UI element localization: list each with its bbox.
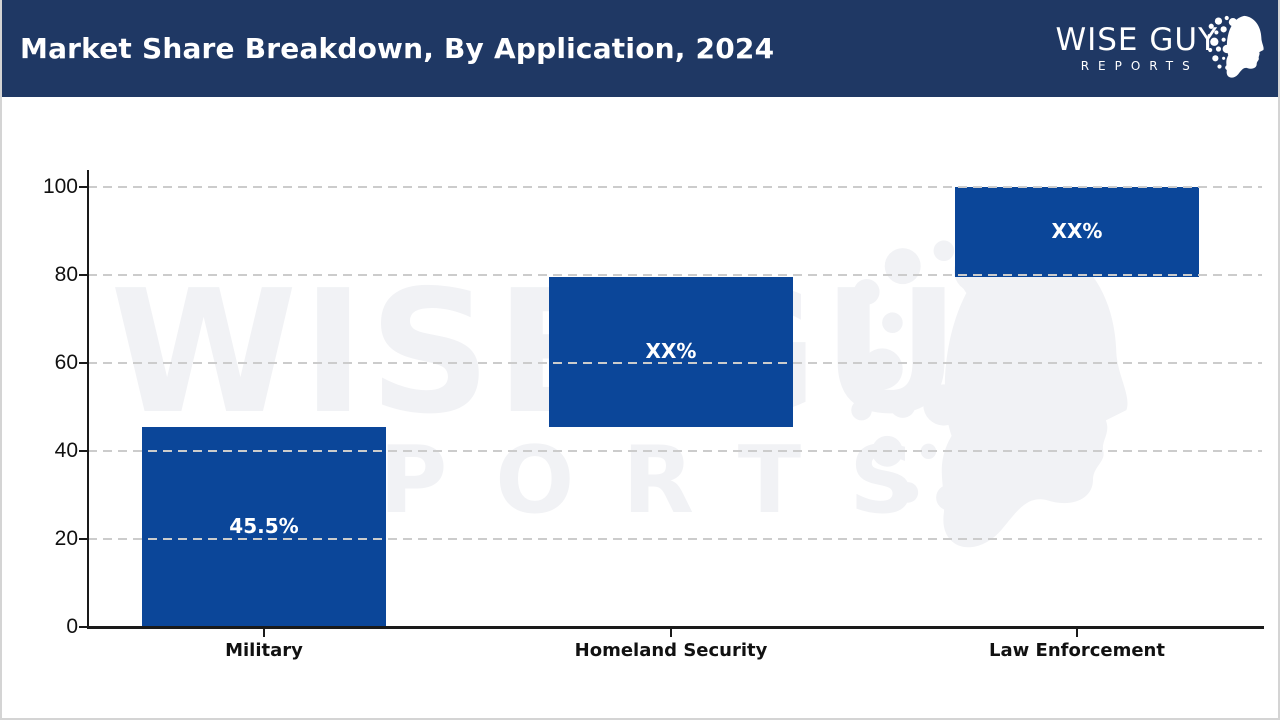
grid-line — [88, 538, 1262, 540]
bar — [549, 277, 793, 427]
y-tick-mark — [79, 362, 87, 364]
y-tick-label: 80 — [54, 263, 78, 286]
x-axis-line — [87, 626, 1264, 629]
x-tick-mark — [1076, 629, 1078, 637]
bar — [142, 426, 386, 627]
grid-line — [88, 274, 1262, 276]
y-tick-label: 20 — [54, 527, 78, 550]
y-tick-label: 100 — [42, 175, 78, 198]
logo-face-icon — [1207, 15, 1264, 78]
x-tick-label: Military — [225, 640, 303, 661]
y-tick-label: 40 — [54, 439, 78, 462]
logo-subtitle: REPORTS — [1080, 59, 1199, 73]
y-tick-mark — [79, 538, 87, 540]
y-tick-mark — [79, 186, 87, 188]
logo-text: WISE GUY REPORTS — [1055, 22, 1218, 73]
x-tick-label: Law Enforcement — [989, 640, 1165, 661]
x-tick-mark — [263, 629, 265, 637]
x-tick-label: Homeland Security — [574, 640, 768, 661]
bar-label: 45.5% — [229, 513, 299, 538]
grid-line — [88, 362, 1262, 364]
y-tick-label: 0 — [66, 615, 78, 638]
logo-wordmark: WISE GUY — [1055, 22, 1218, 58]
y-tick-mark — [79, 450, 87, 452]
wise-guy-reports-logo: WISE GUY REPORTS — [1055, 7, 1266, 91]
bar-label: XX% — [1051, 219, 1103, 244]
bar — [955, 187, 1199, 278]
y-axis-line — [87, 170, 89, 629]
page-title: Market Share Breakdown, By Application, … — [20, 32, 775, 65]
bar-label: XX% — [645, 339, 697, 363]
y-tick-label: 60 — [54, 351, 78, 374]
grid-line — [88, 450, 1262, 452]
y-tick-mark — [79, 626, 87, 628]
x-tick-mark — [670, 629, 672, 637]
grid-line — [88, 186, 1262, 188]
header-bar: Market Share Breakdown, By Application, … — [0, 0, 1280, 97]
plot-area: 0 20 40 60 80 100 45.5% Military XX% Homeland Sec… — [0, 97, 1280, 720]
y-tick-mark — [79, 274, 87, 276]
